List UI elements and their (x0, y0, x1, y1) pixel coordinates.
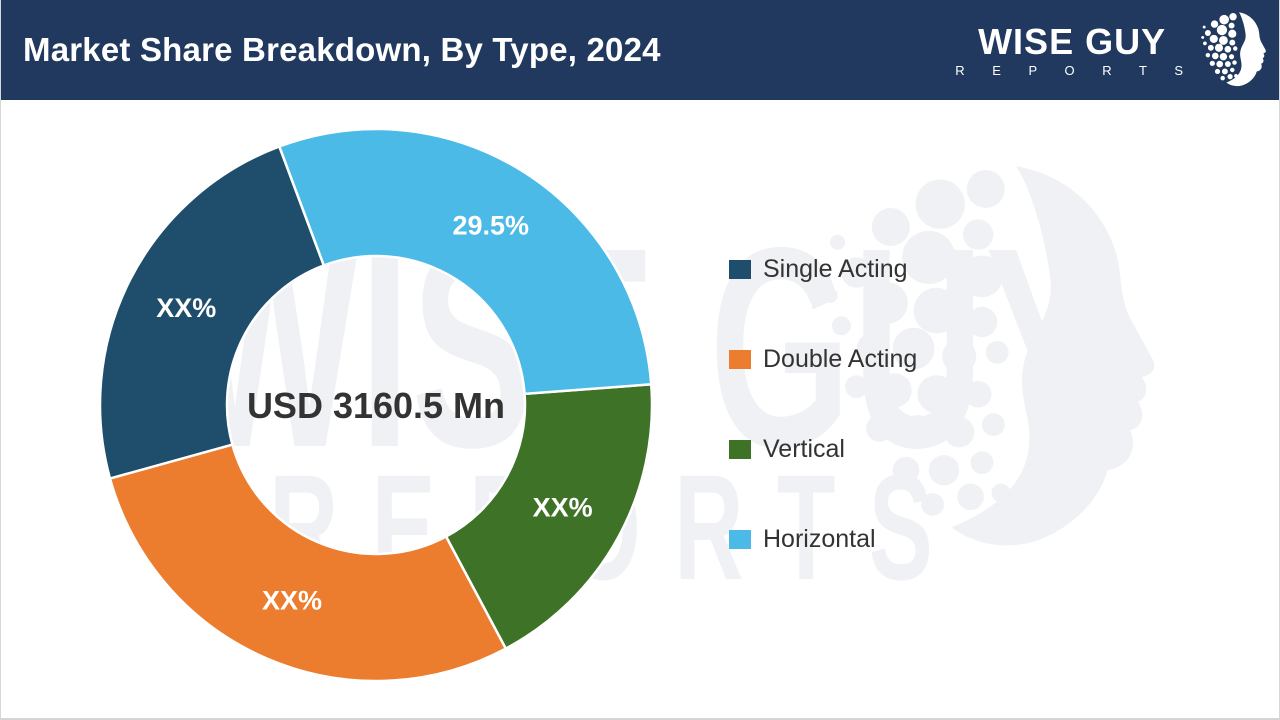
donut-center-total: USD 3160.5 Mn (247, 385, 505, 426)
legend-swatch (729, 529, 751, 549)
page-title: Market Share Breakdown, By Type, 2024 (23, 31, 661, 68)
chart-legend: Single Acting Double Acting Vertical Horizo… (729, 256, 917, 616)
logo-subtitle: R E P O R T S (955, 62, 1195, 78)
legend-label: Double Acting (763, 345, 918, 373)
slice-value-label: 29.5% (452, 211, 529, 241)
logo-face-icon (1199, 8, 1273, 92)
donut-slice-horizontal[interactable] (277, 127, 653, 396)
wise-guy-logo: WISE GUY R E P O R T S (949, 8, 1280, 92)
donut-slice-vertical[interactable] (444, 382, 654, 651)
donut-chart: XX% XX% XX% 29.5% USD 3160.5 Mn (98, 127, 654, 683)
slice-value-label: XX% (533, 493, 593, 523)
logo-text: WISE GUY R E P O R T S (949, 20, 1195, 78)
legend-item-single-acting[interactable]: Single Acting (729, 256, 917, 282)
legend-label: Single Acting (763, 255, 908, 283)
logo-wordmark: WISE GUY (978, 20, 1167, 62)
legend-item-vertical[interactable]: Vertical (729, 436, 917, 462)
header-bar: Market Share Breakdown, By Type, 2024 WI… (1, 0, 1280, 100)
legend-swatch (729, 439, 751, 459)
donut-slice-single-acting[interactable] (98, 144, 326, 481)
legend-item-horizontal[interactable]: Horizontal (729, 526, 917, 552)
legend-swatch (729, 259, 751, 279)
legend-label: Vertical (763, 435, 845, 463)
slice-value-label: XX% (156, 293, 216, 323)
legend-label: Horizontal (763, 525, 876, 553)
slice-value-label: XX% (262, 586, 322, 616)
legend-swatch (729, 349, 751, 369)
legend-item-double-acting[interactable]: Double Acting (729, 346, 917, 372)
donut-slice-double-acting[interactable] (108, 443, 508, 683)
